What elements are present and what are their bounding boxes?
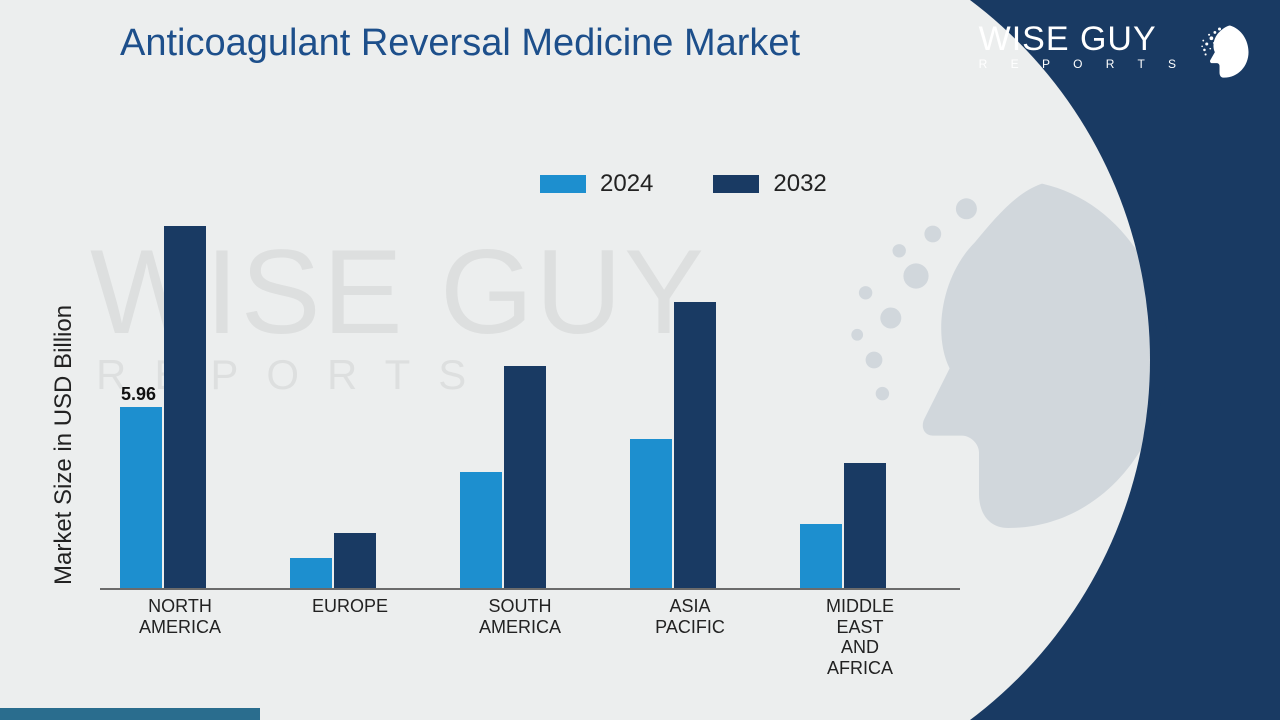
brand-main: WISE GUY bbox=[979, 22, 1186, 56]
brand-head-icon bbox=[1194, 22, 1252, 80]
legend-swatch-2024 bbox=[540, 175, 586, 193]
category-label: EUROPE bbox=[280, 596, 420, 617]
category-label: SOUTHAMERICA bbox=[450, 596, 590, 637]
bar-2032 bbox=[334, 533, 376, 588]
y-axis-label: Market Size in USD Billion bbox=[50, 305, 78, 585]
bar-2032 bbox=[504, 366, 546, 588]
legend: 2024 2032 bbox=[540, 170, 827, 198]
bar-2024 bbox=[630, 439, 672, 588]
legend-label-2032: 2032 bbox=[773, 170, 826, 198]
bar-value-label: 5.96 bbox=[121, 384, 156, 405]
legend-label-2024: 2024 bbox=[600, 170, 653, 198]
legend-item-2032: 2032 bbox=[713, 170, 826, 198]
category-labels: NORTHAMERICA EUROPE SOUTHAMERICA ASIAPACIFI… bbox=[100, 590, 960, 710]
bar-2024 bbox=[800, 524, 842, 588]
chart-title: Anticoagulant Reversal Medicine Market bbox=[120, 22, 840, 66]
brand-sub: R E P O R T S bbox=[979, 58, 1186, 70]
category-label: NORTHAMERICA bbox=[110, 596, 250, 637]
bar-2032 bbox=[844, 463, 886, 588]
legend-swatch-2032 bbox=[713, 175, 759, 193]
bar-2032 bbox=[674, 302, 716, 588]
brand-logo: WISE GUY R E P O R T S bbox=[979, 22, 1252, 80]
bar-2024 bbox=[120, 407, 162, 588]
category-label: ASIAPACIFIC bbox=[620, 596, 760, 637]
bar-2032 bbox=[164, 226, 206, 588]
category-label: MIDDLEEASTANDAFRICA bbox=[790, 596, 930, 679]
bar-2024 bbox=[290, 558, 332, 588]
chart-plot-area: 5.96 bbox=[100, 210, 960, 590]
legend-item-2024: 2024 bbox=[540, 170, 653, 198]
bar-2024 bbox=[460, 472, 502, 588]
